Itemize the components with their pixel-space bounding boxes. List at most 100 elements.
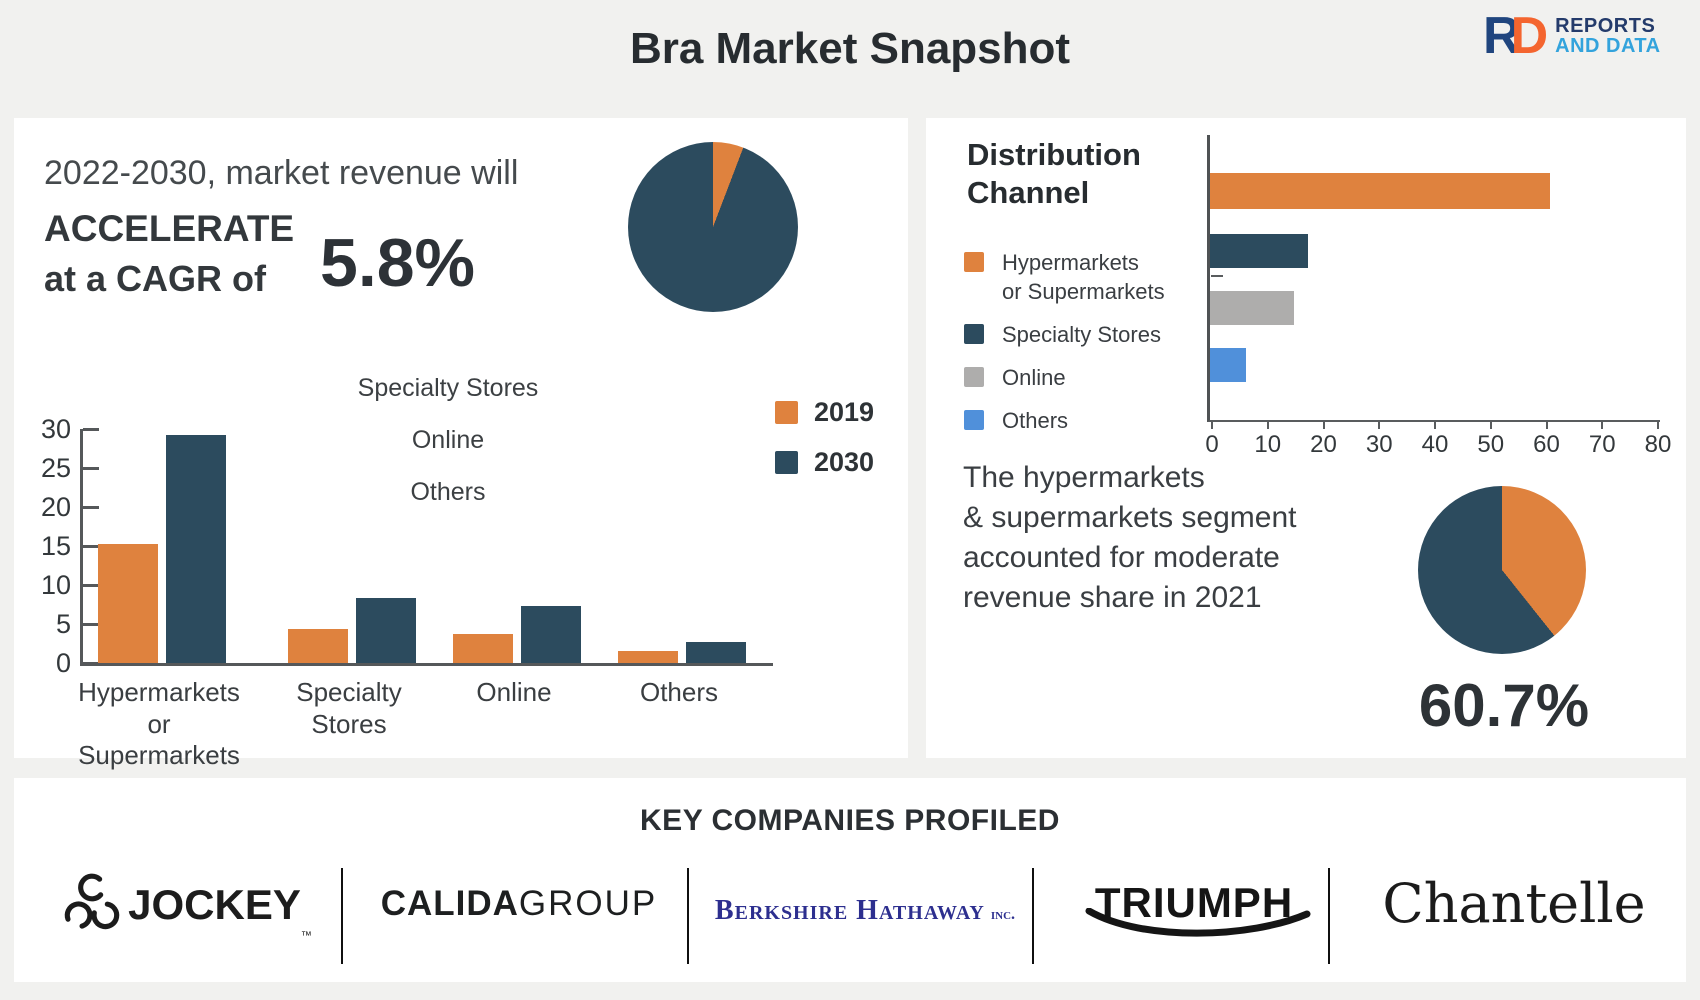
legend-item: Online (964, 363, 1165, 392)
berkshire-hathaway-logo: Berkshire Hathaway inc. (710, 886, 1020, 936)
bar-2030-2 (521, 606, 581, 663)
y-axis-tick-mark (83, 623, 99, 626)
bar-2030-0 (166, 435, 226, 663)
x-axis-tick-label: 70 (1588, 431, 1616, 458)
legend-item: Hypermarkets or Supermarkets (964, 248, 1165, 306)
x-axis-tick-label: 40 (1421, 431, 1449, 458)
bar-chart-floating-labels: Specialty Stores Online Others (348, 374, 548, 530)
bar-2019-1 (288, 628, 348, 663)
distribution-channel-title-line1: Distribution (967, 137, 1141, 172)
logo-divider (341, 868, 343, 964)
bar-chart-x-axis-labels: Hypermarkets or Supermarkets Specialty St… (78, 663, 770, 770)
legend-label: Specialty Stores (1002, 322, 1161, 347)
logo-wordmark-line1: REPORTS (1555, 15, 1656, 37)
x-axis-tick-label: 20 (1310, 431, 1337, 458)
legend-swatch (964, 252, 984, 272)
legend-item-2019: 2019 (775, 397, 874, 427)
key-companies-panel: KEY COMPANIES PROFILED JOCKEY ™ CALIDA G… (14, 778, 1686, 982)
note-line: & supermarkets segment (963, 501, 1297, 534)
y-axis-tick-label: 0 (55, 648, 71, 678)
headline-line3: at a CAGR of (44, 258, 267, 299)
legend-label: 2030 (814, 447, 875, 477)
y-axis-tick-mark (83, 506, 99, 509)
jockey-trademark: ™ (300, 930, 312, 942)
jockey-logo: JOCKEY ™ (44, 860, 324, 950)
bar-2019-3 (618, 650, 678, 663)
jockey-wordmark: JOCKEY (128, 881, 301, 928)
legend-swatch (964, 324, 984, 344)
x-axis-tick-label: 80 (1644, 431, 1672, 458)
x-axis-tick-label: 50 (1477, 431, 1505, 458)
distribution-channel-panel: Distribution Channel Hypermarkets or Sup… (926, 118, 1686, 758)
legend-item: Specialty Stores (964, 320, 1165, 349)
legend-swatch-2030 (775, 451, 798, 474)
bar-2019-2 (453, 634, 513, 663)
hbar-specialty-stores (1210, 234, 1308, 268)
x-axis-category-label: Online (476, 677, 552, 707)
note-line: accounted for moderate (963, 541, 1280, 574)
headline-line1: 2022-2030, market revenue will (44, 154, 519, 192)
x-axis-tick-label: 30 (1365, 431, 1393, 458)
x-axis-tick-label: 10 (1254, 431, 1282, 458)
hypermarket-share-pie-chart (1418, 486, 1586, 654)
triumph-wordmark: TRIUMPH (1094, 879, 1294, 926)
x-axis-tick-mark (1266, 421, 1269, 429)
legend-swatch (964, 367, 984, 387)
logo-divider (1328, 868, 1330, 964)
x-axis-tick-mark (1657, 421, 1659, 429)
note-line: revenue share in 2021 (963, 581, 1262, 614)
page-title: Bra Market Snapshot (629, 24, 1071, 73)
logo-divider (1032, 868, 1034, 964)
market-revenue-panel: 2022-2030, market revenue will ACCELERAT… (14, 118, 908, 770)
market-revenue-bar-chart: 0 5 10 15 20 25 30 (41, 414, 773, 678)
distribution-channel-legend: Hypermarkets or Supermarkets Specialty St… (964, 248, 1165, 435)
legend-swatch (964, 410, 984, 430)
jockey-swirl-icon (64, 873, 120, 930)
y-axis-tick-label: 15 (40, 531, 71, 561)
x-axis-category-label: Others (639, 677, 719, 707)
triumph-logo: TRIUMPH (1069, 858, 1319, 948)
bar-2030-1 (356, 598, 416, 663)
chantelle-logo: Chantelle (1359, 856, 1669, 951)
key-companies-title: KEY COMPANIES PROFILED (640, 804, 1060, 837)
logo-r-letter: R (1483, 7, 1521, 65)
x-axis-tick-label: 0 (1205, 431, 1219, 458)
hypermarket-share-value: 60.7% (1418, 672, 1590, 739)
legend-label: 2019 (814, 397, 875, 427)
cagr-value: 5.8% (320, 225, 475, 301)
x-axis-tick-label: 60 (1533, 431, 1560, 458)
x-axis-category-label: Hypermarkets or Supermarkets (78, 677, 240, 771)
triumph-swoosh-icon (1085, 908, 1311, 937)
legend-item-2030: 2030 (775, 447, 874, 477)
distribution-channel-title: Distribution Channel (967, 136, 1141, 212)
hbar-others (1210, 348, 1247, 382)
x-axis-tick-mark (1434, 421, 1436, 429)
group-wordmark: GROUP (518, 884, 658, 923)
x-axis-tick-mark (1489, 421, 1492, 429)
y-axis-tick-mark (83, 428, 99, 431)
legend-label: Others (1002, 408, 1069, 433)
legend-item: Others (964, 406, 1165, 435)
calida-wordmark: CALIDA (380, 884, 519, 923)
floating-label: Online (411, 426, 485, 454)
bar-2030-3 (686, 641, 746, 663)
berkshire-wordmark: Berkshire Hathaway (714, 895, 985, 926)
legend-label: Online (1002, 365, 1066, 390)
logo-divider (687, 868, 689, 964)
x-axis-tick-mark (1378, 421, 1381, 429)
floating-label: Others (410, 478, 486, 506)
y-axis-tick-label: 5 (55, 609, 71, 639)
cagr-pie-chart (628, 142, 798, 312)
y-axis-tick-label: 30 (40, 414, 71, 444)
x-axis-tick-mark (1545, 421, 1548, 429)
hypermarkets-note: The hypermarkets & supermarkets segment ac… (963, 458, 1296, 618)
note-line: The hypermarkets (963, 461, 1205, 494)
hbar-hypermarkets-or-supermarkets (1210, 173, 1551, 209)
y-axis-tick-label: 20 (40, 492, 71, 522)
y-axis-tick-mark (83, 662, 99, 665)
bar-2019-0 (98, 543, 158, 663)
logo-wordmark: REPORTS AND DATA (1555, 16, 1660, 56)
x-axis-category-label: Specialty Stores (296, 677, 402, 739)
headline-line2: ACCELERATE (44, 208, 295, 249)
